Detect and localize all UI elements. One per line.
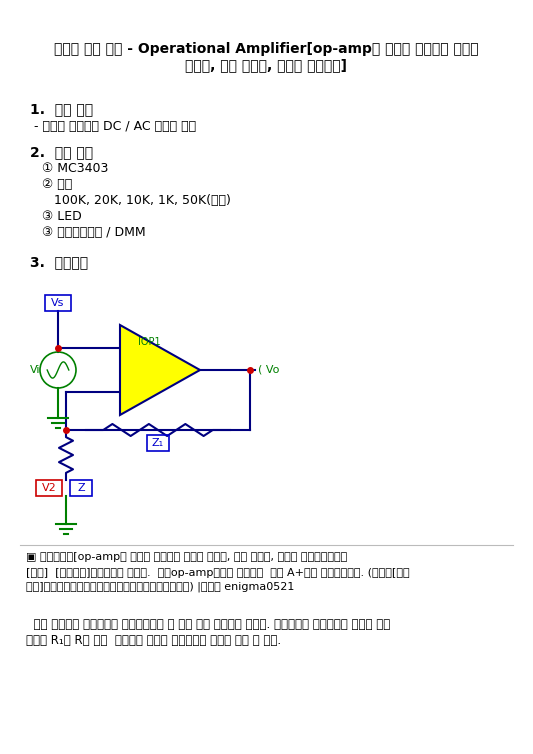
- Text: ▣ 반전증폭기[op-amp를 이용한 기본적인 비반전 증폭기, 반전 증폭기, 비교기 실험결과입니다: ▣ 반전증폭기[op-amp를 이용한 기본적인 비반전 증폭기, 반전 증폭기…: [26, 552, 348, 562]
- Polygon shape: [120, 325, 200, 415]
- Text: 증폭기, 반전 증폭기, 비교기 실험결과]: 증폭기, 반전 증폭기, 비교기 실험결과]: [185, 58, 347, 72]
- Text: ③ 오실로스코프 / DMM: ③ 오실로스코프 / DMM: [30, 226, 146, 239]
- Text: 시키고 R₁과 R에 의해  주어지는 상수를 입력신호에 곱하여 얻을 수 있다.: 시키고 R₁과 R에 의해 주어지는 상수를 입력신호에 곱하여 얻을 수 있다…: [26, 634, 281, 647]
- Text: 반전 증폭기는 상수이득을 갖는증폭회로 중 가장 널리 사용되는 것이다. 출력신호는 입력신호의 위상을 반전: 반전 증폭기는 상수이득을 갖는증폭회로 중 가장 널리 사용되는 것이다. 출…: [26, 618, 390, 631]
- Text: ① MC3403: ① MC3403: [30, 162, 108, 175]
- Text: ② 저항: ② 저항: [30, 178, 72, 191]
- Text: V2: V2: [42, 483, 56, 493]
- Text: IOP1: IOP1: [138, 337, 160, 347]
- Text: 3.  이론개요: 3. 이론개요: [30, 255, 88, 269]
- Text: - 증폭기 회로에서 DC / AC 전압을 측정: - 증폭기 회로에서 DC / AC 전압을 측정: [30, 120, 196, 133]
- Text: Vi: Vi: [30, 365, 41, 375]
- Text: Vs: Vs: [51, 298, 64, 308]
- Text: 1.  실험 목적: 1. 실험 목적: [30, 102, 93, 116]
- Text: ( Vo: ( Vo: [258, 365, 279, 375]
- Text: ③ LED: ③ LED: [30, 210, 82, 223]
- Text: Z: Z: [77, 483, 85, 493]
- Text: 100K, 20K, 10K, 1K, 50K(가변): 100K, 20K, 10K, 1K, 50K(가변): [30, 194, 231, 207]
- Text: 영어]회회토익스피킹토플지막레포트자격증공모전추천) |적성자 enigma0521: 영어]회회토익스피킹토플지막레포트자격증공모전추천) |적성자 enigma05…: [26, 582, 294, 593]
- Text: Z₁: Z₁: [152, 438, 164, 448]
- Text: 2.  실험 장비: 2. 실험 장비: [30, 145, 93, 159]
- Text: [출처]  [임상실험]결과레포트 입니다.  전자op-amp이용한 기본적인  회로 A+받은 레포트입니다. (출루션[미드: [출처] [임상실험]결과레포트 입니다. 전자op-amp이용한 기본적인 회…: [26, 568, 410, 578]
- Text: 임상의 공학 실험 - Operational Amplifier[op-amp를 이용한 기본적인 비반전: 임상의 공학 실험 - Operational Amplifier[op-amp…: [54, 42, 478, 56]
